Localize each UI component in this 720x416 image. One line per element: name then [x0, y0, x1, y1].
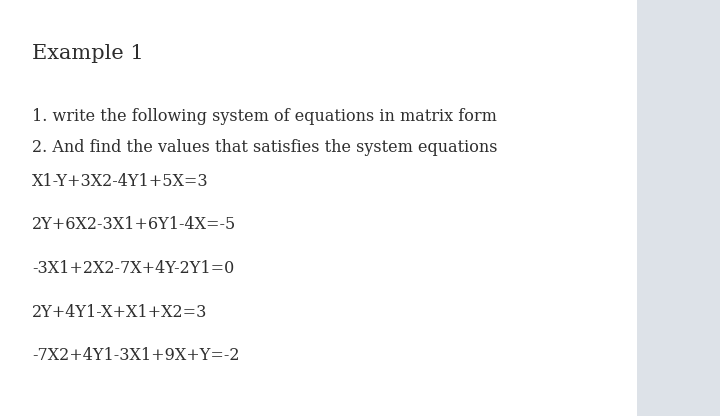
Text: -3X1+2X2-7X+4Y-2Y1=0: -3X1+2X2-7X+4Y-2Y1=0 — [32, 260, 235, 277]
Text: -7X2+4Y1-3X1+9X+Y=-2: -7X2+4Y1-3X1+9X+Y=-2 — [32, 347, 240, 364]
Text: 1. write the following system of equations in matrix form: 1. write the following system of equatio… — [32, 108, 498, 125]
Text: 2Y+6X2-3X1+6Y1-4X=-5: 2Y+6X2-3X1+6Y1-4X=-5 — [32, 216, 237, 233]
Text: 2Y+4Y1-X+X1+X2=3: 2Y+4Y1-X+X1+X2=3 — [32, 304, 208, 321]
FancyBboxPatch shape — [0, 0, 637, 416]
Text: X1-Y+3X2-4Y1+5X=3: X1-Y+3X2-4Y1+5X=3 — [32, 173, 209, 190]
Text: 2. And find the values that satisfies the system equations: 2. And find the values that satisfies th… — [32, 139, 498, 156]
Text: Example 1: Example 1 — [32, 44, 144, 63]
